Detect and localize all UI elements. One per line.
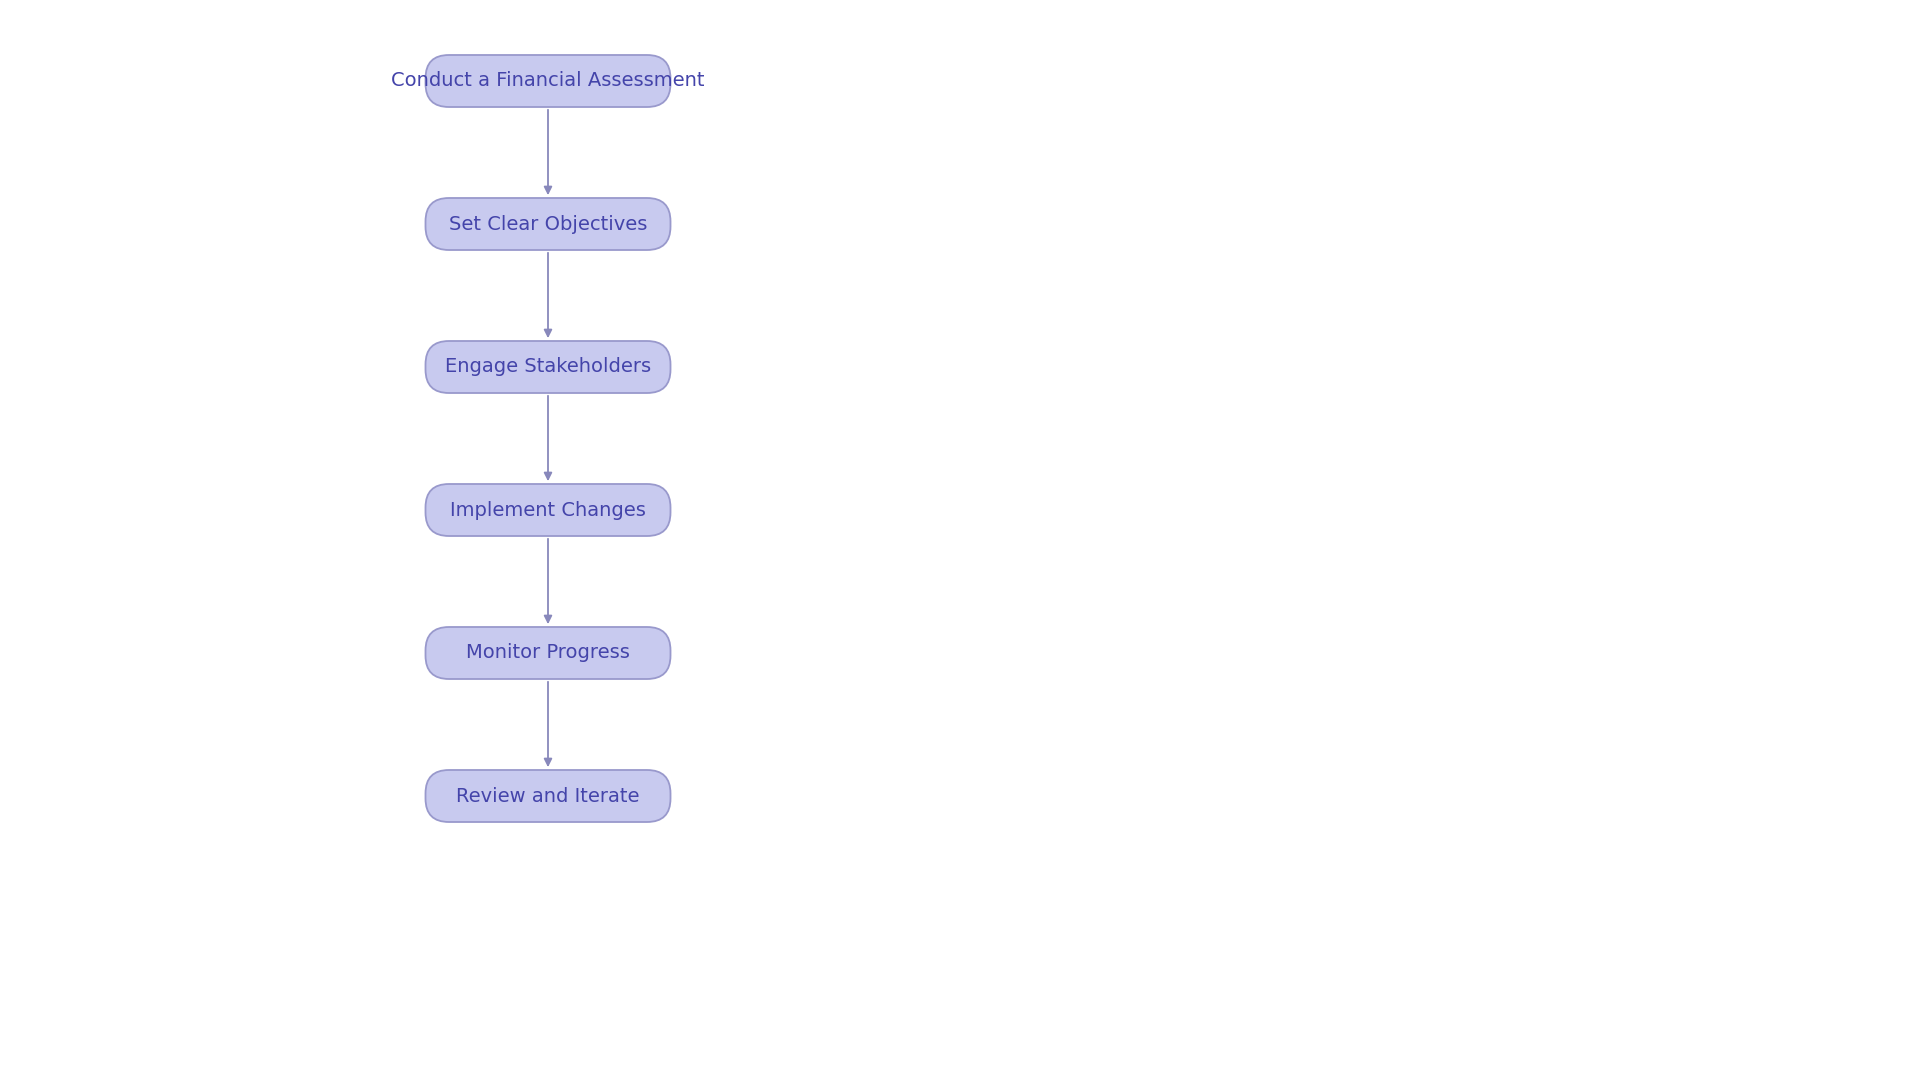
FancyBboxPatch shape	[426, 627, 670, 679]
Text: Engage Stakeholders: Engage Stakeholders	[445, 357, 651, 377]
FancyBboxPatch shape	[426, 484, 670, 536]
FancyBboxPatch shape	[426, 770, 670, 822]
Text: Conduct a Financial Assessment: Conduct a Financial Assessment	[392, 71, 705, 91]
Text: Review and Iterate: Review and Iterate	[457, 786, 639, 806]
FancyBboxPatch shape	[426, 341, 670, 393]
FancyBboxPatch shape	[426, 198, 670, 250]
Text: Monitor Progress: Monitor Progress	[467, 643, 630, 663]
Text: Implement Changes: Implement Changes	[449, 500, 645, 520]
FancyBboxPatch shape	[426, 55, 670, 107]
Text: Set Clear Objectives: Set Clear Objectives	[449, 214, 647, 234]
